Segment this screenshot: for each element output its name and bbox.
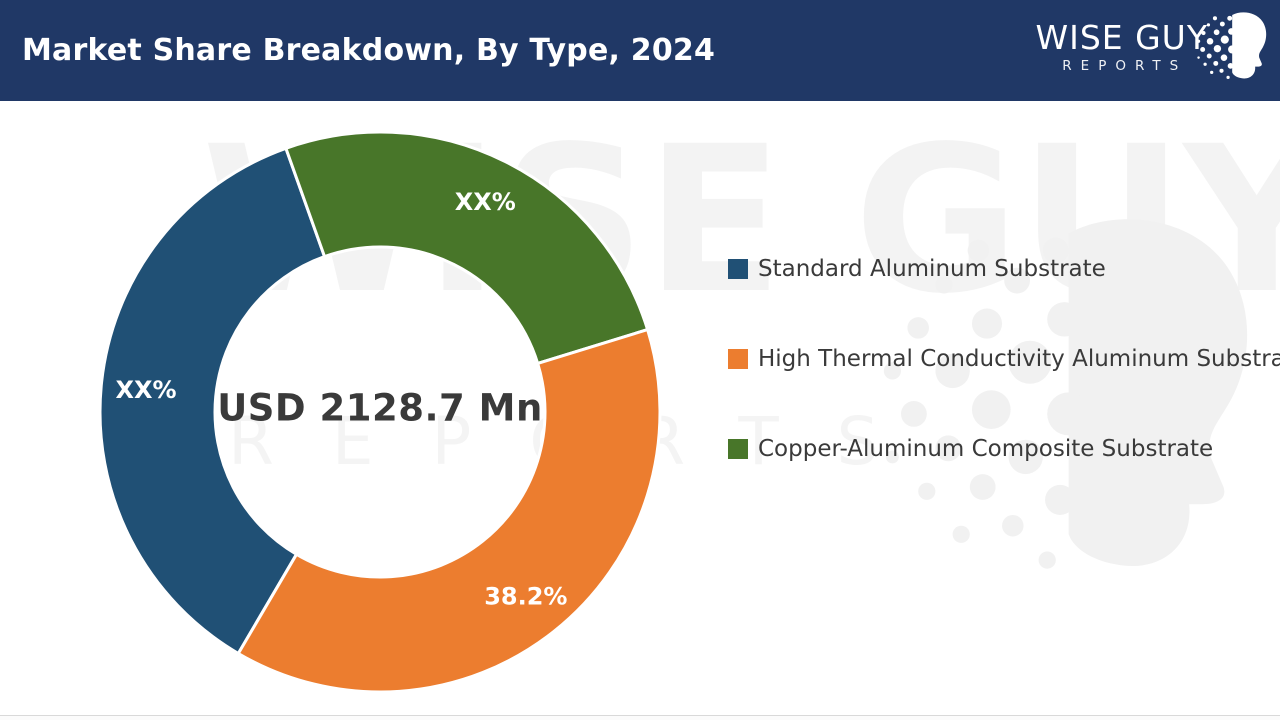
logo-subtitle: REPORTS <box>1062 57 1188 74</box>
watermark-face-icon <box>883 219 1248 569</box>
header-bar: Market Share Breakdown, By Type, 2024 WI… <box>0 0 1280 101</box>
donut-slice-0[interactable] <box>98 146 327 656</box>
footer-rule <box>0 715 1280 720</box>
logo-text: WISE GUY REPORTS <box>1035 18 1208 74</box>
legend-item[interactable]: Copper-Aluminum Composite Substrate <box>728 433 1280 465</box>
slice-label: XX% <box>455 188 516 216</box>
donut-chart[interactable]: XX% XX% 38.2% <box>0 101 760 716</box>
legend-item[interactable]: High Thermal Conductivity Aluminum Subst… <box>728 343 1280 375</box>
dotted-face-icon <box>1196 12 1267 79</box>
legend-swatch-green <box>728 439 748 459</box>
legend-swatch-orange <box>728 349 748 369</box>
slice-label: 38.2% <box>484 582 567 610</box>
legend-label: Standard Aluminum Substrate <box>758 256 1106 282</box>
chart-legend: Standard Aluminum Substrate High Thermal… <box>728 253 1280 523</box>
chart-area: WISE GUY REPORTS XX%XX%38.2% USD 2128.7 … <box>0 101 1280 716</box>
donut-slice-2[interactable] <box>236 328 662 694</box>
logo-wordmark: WISE GUY <box>1035 18 1208 58</box>
legend-swatch-blue <box>728 259 748 279</box>
legend-item[interactable]: Standard Aluminum Substrate <box>728 253 1280 285</box>
chart-center-value: USD 2128.7 Mn <box>217 386 543 430</box>
wise-guy-logo: WISE GUY REPORTS <box>1035 4 1274 90</box>
donut-slice-1[interactable] <box>284 130 650 365</box>
slice-label: XX% <box>116 376 177 404</box>
legend-label: High Thermal Conductivity Aluminum Subst… <box>758 346 1280 372</box>
legend-label: Copper-Aluminum Composite Substrate <box>758 436 1214 462</box>
page-title: Market Share Breakdown, By Type, 2024 <box>22 33 716 68</box>
